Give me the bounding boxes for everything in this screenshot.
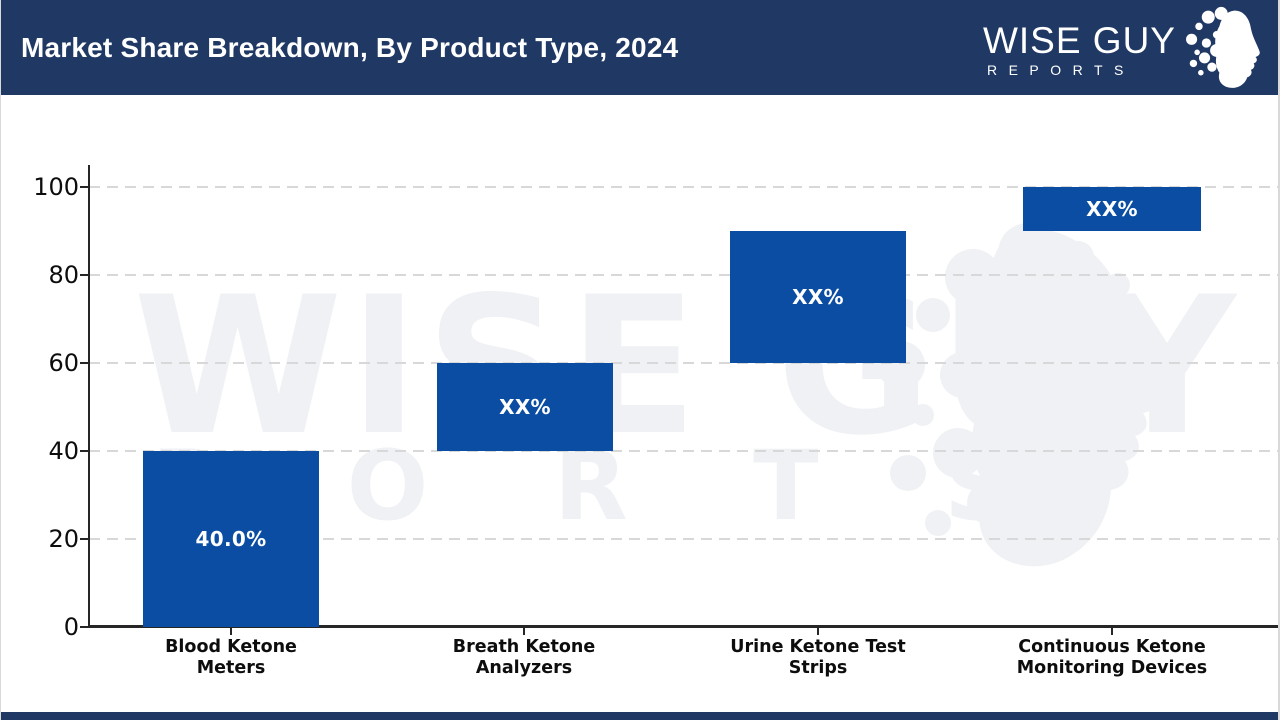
brand-face-icon xyxy=(1186,6,1260,88)
x-category-label-line: Urine Ketone Test xyxy=(730,637,906,657)
x-tick xyxy=(230,628,232,635)
x-tick xyxy=(1111,628,1113,635)
x-category-label-line: Strips xyxy=(788,658,848,678)
y-tick-label: 80 xyxy=(48,261,79,289)
x-category-label-line: Blood Ketone xyxy=(165,637,297,657)
x-axis-line xyxy=(88,625,1278,628)
y-axis-line xyxy=(88,165,90,627)
y-tick-label: 40 xyxy=(48,437,79,465)
x-category-label-line: Breath Ketone xyxy=(452,637,596,657)
brand-subname: REPORTS xyxy=(986,61,1135,78)
bar-breath-ketone-analyzers: XX% xyxy=(437,363,613,451)
y-tick xyxy=(80,626,89,628)
x-tick xyxy=(523,628,525,635)
bar-urine-ketone-test-strips: XX% xyxy=(730,231,906,363)
y-tick xyxy=(80,538,89,540)
x-category-label-line: Monitoring Devices xyxy=(1016,658,1208,678)
y-tick xyxy=(80,450,89,452)
y-tick-label: 0 xyxy=(63,613,79,641)
gridline xyxy=(89,538,1278,540)
bar-value-label: XX% xyxy=(1086,197,1138,221)
x-category-label-line: Analyzers xyxy=(475,658,573,678)
brand-logo: WISE GUY REPORTS xyxy=(983,6,1268,94)
x-category-label: Blood Ketone Meters xyxy=(91,637,371,679)
gridline xyxy=(89,362,1278,364)
page-title: Market Share Breakdown, By Product Type,… xyxy=(21,31,679,63)
y-tick-label: 100 xyxy=(33,173,79,201)
y-tick xyxy=(80,186,89,188)
brand-logo-text: WISE GUY REPORTS xyxy=(982,20,1176,78)
gridline xyxy=(89,450,1278,452)
x-category-label-line: Meters xyxy=(196,658,266,678)
bar-blood-ketone-meters: 40.0% xyxy=(143,451,319,627)
watermark-text-line1: WISE GUY xyxy=(133,256,1242,477)
bar-value-label: XX% xyxy=(499,395,551,419)
bar-value-label: 40.0% xyxy=(195,527,267,551)
x-category-label: Breath Ketone Analyzers xyxy=(384,637,664,679)
gridline xyxy=(89,186,1278,188)
y-tick-label: 20 xyxy=(48,525,79,553)
footer-band xyxy=(1,712,1278,720)
bar-value-label: XX% xyxy=(792,285,844,309)
header-band: Market Share Breakdown, By Product Type,… xyxy=(1,0,1278,95)
bar-continuous-ketone-monitoring-devices: XX% xyxy=(1023,187,1201,231)
watermark-face-icon xyxy=(877,223,1160,567)
x-tick xyxy=(817,628,819,635)
gridline xyxy=(89,274,1278,276)
x-category-label: Continuous Ketone Monitoring Devices xyxy=(972,637,1252,679)
y-tick-label: 60 xyxy=(48,349,79,377)
x-category-label-line: Continuous Ketone xyxy=(1018,637,1206,657)
y-tick xyxy=(80,362,89,364)
y-tick xyxy=(80,274,89,276)
brand-name: WISE GUY xyxy=(982,20,1176,62)
x-category-label: Urine Ketone Test Strips xyxy=(678,637,958,679)
